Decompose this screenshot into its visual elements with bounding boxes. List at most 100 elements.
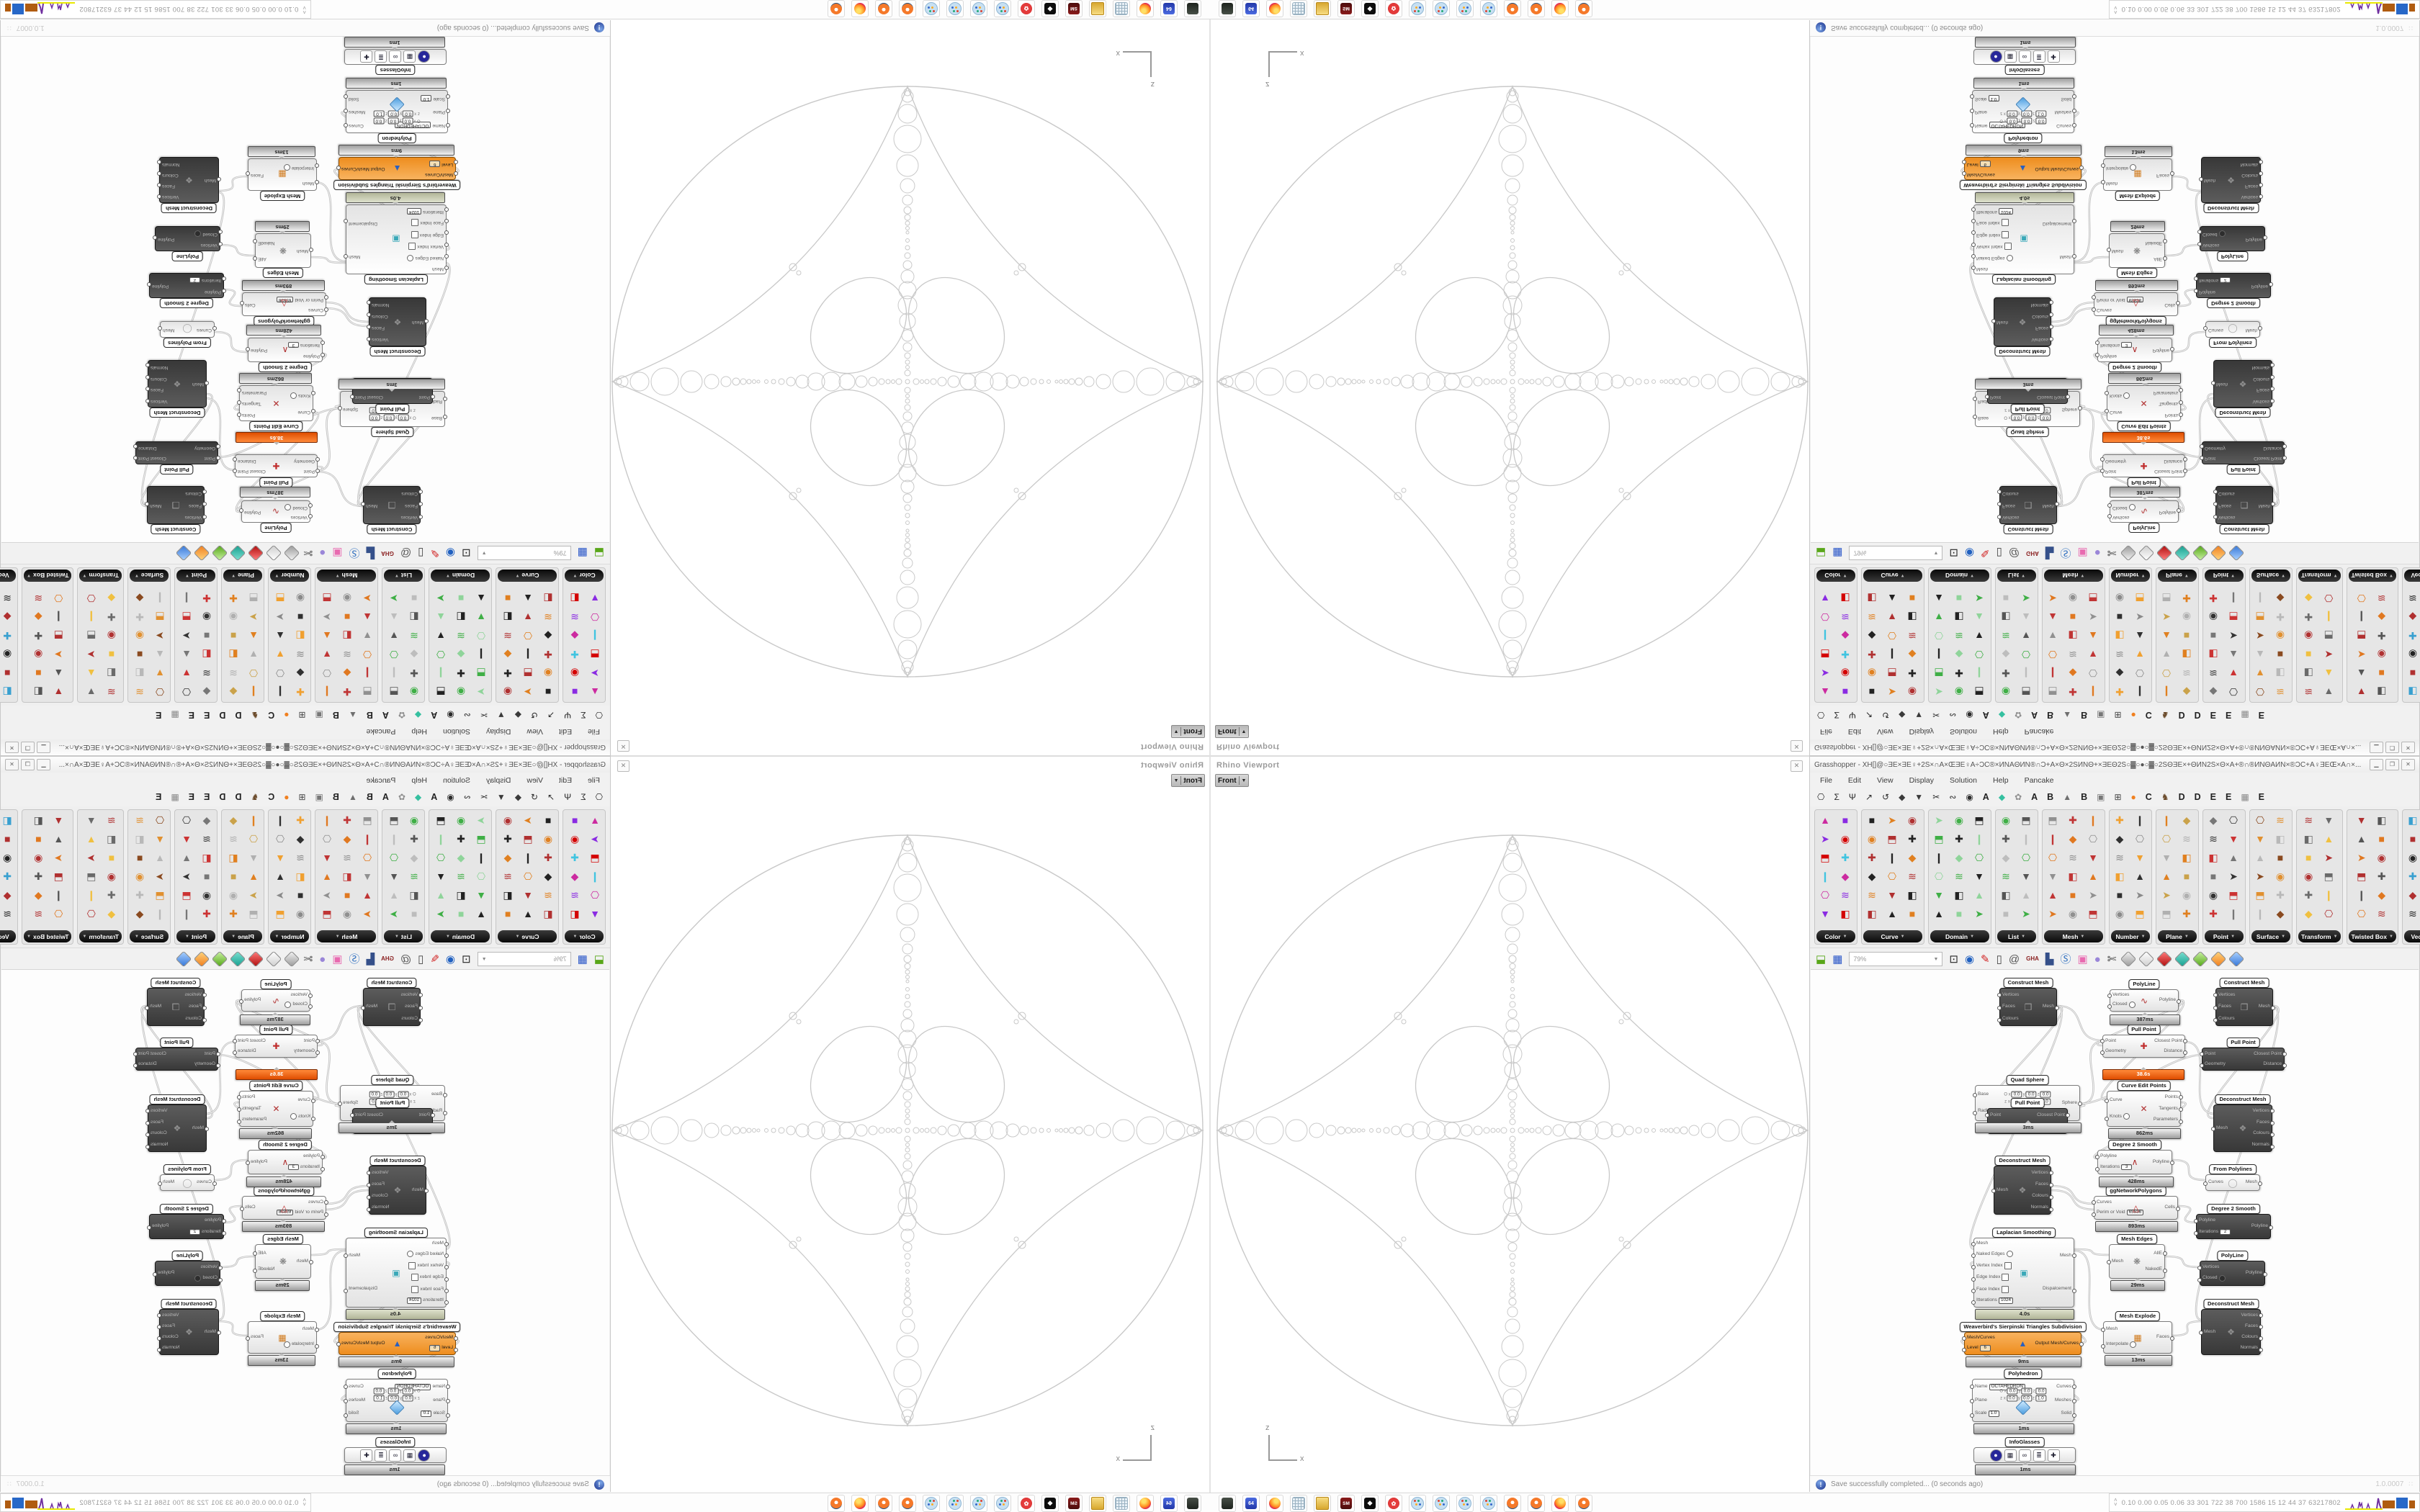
port-vertices[interactable]: Vertices bbox=[2032, 1170, 2048, 1176]
output-grip[interactable] bbox=[2163, 256, 2167, 261]
component-icon[interactable]: ⎔ bbox=[2161, 833, 2172, 845]
tab-category-icon-0[interactable]: ⎔ bbox=[1817, 792, 1825, 802]
palette-taskbar-icon[interactable] bbox=[1480, 1495, 1497, 1512]
component-icon[interactable]: ◧ bbox=[1907, 889, 1917, 901]
component-icon[interactable]: ✚ bbox=[2304, 611, 2313, 623]
tab-plugin-e-24[interactable]: E bbox=[2210, 791, 2216, 802]
component-icon[interactable]: ⬒ bbox=[2135, 908, 2145, 919]
port-mesh-curves[interactable]: Mesh/Curves bbox=[425, 1335, 453, 1341]
port-vertices[interactable]: Vertices bbox=[162, 1313, 179, 1318]
component-icon[interactable]: ▲ bbox=[2161, 870, 2172, 882]
input-grip[interactable] bbox=[446, 1413, 450, 1418]
port-point[interactable]: Point bbox=[2105, 1038, 2116, 1044]
gem-white-icon[interactable] bbox=[265, 950, 282, 968]
node-body-pp2[interactable]: Point Geometry Closest Point Distance bbox=[2202, 1048, 2285, 1071]
component-icon[interactable]: ◉ bbox=[228, 611, 238, 623]
palette-taskbar-icon[interactable] bbox=[1409, 0, 1426, 17]
menu-pancake[interactable]: Pancake bbox=[2024, 775, 2054, 785]
checkbox[interactable] bbox=[411, 219, 419, 227]
component-icon[interactable]: ✚ bbox=[2002, 833, 2010, 845]
radio-toggle[interactable] bbox=[284, 1002, 292, 1009]
component-icon[interactable]: ◆ bbox=[2408, 611, 2417, 623]
component-icon[interactable]: ➤ bbox=[436, 908, 445, 919]
component-icon[interactable]: ⬒ bbox=[362, 814, 372, 826]
palette-group-label[interactable]: List ▼ bbox=[384, 570, 423, 582]
component-icon[interactable]: ❙ bbox=[86, 611, 96, 623]
component-icon[interactable]: ■ bbox=[2002, 908, 2009, 919]
component-icon[interactable]: ⬒ bbox=[2088, 908, 2098, 919]
tab-category-icon-19[interactable]: ● bbox=[2130, 710, 2136, 720]
tab-category-icon-8[interactable]: ∾ bbox=[1949, 710, 1957, 720]
component-icon[interactable]: ◉ bbox=[2182, 611, 2192, 623]
component-icon[interactable]: ▲ bbox=[322, 870, 332, 882]
component-icon[interactable]: ◧ bbox=[503, 889, 513, 901]
output-grip[interactable] bbox=[2282, 1063, 2287, 1068]
input-grip[interactable] bbox=[2107, 993, 2112, 998]
output-grip[interactable] bbox=[157, 194, 161, 199]
component-icon[interactable]: ⎔ bbox=[436, 852, 446, 863]
node-body-wb[interactable]: Mesh/Curves Level 6 Output Mesh/Curves ▲ bbox=[339, 1332, 456, 1355]
close-button[interactable]: ✕ bbox=[2401, 742, 2415, 753]
component-icon[interactable]: ■ bbox=[1842, 814, 1849, 826]
port-colours[interactable]: Colours bbox=[185, 1016, 202, 1022]
component-icon[interactable]: ■ bbox=[2378, 667, 2385, 679]
tab-plugin-e-25[interactable]: E bbox=[188, 791, 195, 802]
port-curve[interactable]: Curve bbox=[297, 410, 310, 415]
component-icon[interactable]: ▲ bbox=[2323, 667, 2334, 679]
port-mesh[interactable]: Mesh bbox=[2216, 1125, 2228, 1131]
component-icon[interactable]: ◧ bbox=[2068, 870, 2078, 882]
menu-edit[interactable]: Edit bbox=[558, 775, 573, 785]
gha-loader-icon[interactable]: GHA bbox=[2026, 955, 2039, 962]
component-icon[interactable]: ◧ bbox=[543, 593, 553, 604]
palette-group-label[interactable]: List ▼ bbox=[1997, 570, 2036, 582]
component-icon[interactable]: ➤ bbox=[591, 833, 599, 845]
component-icon[interactable]: ■ bbox=[571, 814, 578, 826]
component-icon[interactable]: ≋ bbox=[457, 870, 465, 882]
chart-widget-icon[interactable]: ▙ bbox=[366, 953, 375, 966]
component-icon[interactable]: ▼ bbox=[1820, 908, 1830, 919]
port-naked-edges[interactable]: Naked Edges bbox=[1976, 1251, 2013, 1258]
node-body-ig[interactable]: ● ▦ ∞ ≣ ✚ bbox=[344, 49, 447, 65]
component-icon[interactable]: ✚ bbox=[457, 667, 465, 679]
component-icon[interactable]: ⎔ bbox=[2135, 667, 2145, 679]
component-icon[interactable]: ◉ bbox=[295, 908, 305, 919]
output-grip[interactable] bbox=[2072, 1254, 2076, 1259]
port-iterations[interactable]: Iterations 2 bbox=[2199, 1228, 2231, 1235]
component-icon[interactable]: ⎔ bbox=[155, 686, 165, 698]
output-grip[interactable] bbox=[2163, 239, 2167, 243]
tab-plugin-e-24[interactable]: E bbox=[204, 710, 210, 721]
input-grip[interactable] bbox=[2213, 489, 2218, 494]
menu-display[interactable]: Display bbox=[1909, 775, 1935, 785]
component-icon[interactable]: ❙ bbox=[390, 667, 398, 679]
chip-taskbar-icon[interactable]: ✿ bbox=[1385, 1495, 1402, 1512]
palette-group-label[interactable]: Mesh ▼ bbox=[317, 570, 376, 582]
component-icon[interactable]: ◉ bbox=[1907, 686, 1917, 698]
port-vertices[interactable]: Vertices bbox=[2002, 992, 2019, 998]
node-body-lap[interactable]: Mesh Naked Edges Vertex Index Edge Index Fac… bbox=[346, 1238, 447, 1308]
component-icon[interactable]: ■ bbox=[2277, 649, 2284, 660]
input-grip[interactable] bbox=[2213, 1018, 2218, 1023]
port-mesh[interactable]: Mesh bbox=[2060, 1253, 2071, 1259]
output-grip[interactable] bbox=[2072, 109, 2076, 113]
input-grip[interactable] bbox=[315, 1050, 320, 1055]
port-perim-or-void[interactable]: Perim or Void 65536 bbox=[276, 296, 323, 302]
port-faces[interactable]: Faces bbox=[251, 172, 264, 178]
tab-plugin-e-27[interactable]: E bbox=[156, 791, 162, 802]
output-grip[interactable] bbox=[157, 1348, 161, 1352]
port-base[interactable]: Base bbox=[431, 415, 442, 420]
component-icon[interactable]: ◉ bbox=[2275, 630, 2285, 642]
node-body-dml[interactable]: Mesh Vertices Faces Colours Normals ❖ bbox=[369, 1166, 426, 1215]
palette-group-label[interactable]: Point ▼ bbox=[2205, 570, 2244, 582]
component-icon[interactable]: ▲ bbox=[2255, 649, 2265, 660]
palette-group-label[interactable]: Twisted Box ▼ bbox=[2348, 570, 2396, 582]
output-grip[interactable] bbox=[246, 347, 250, 351]
component-icon[interactable]: ⬒ bbox=[2021, 814, 2031, 826]
output-grip[interactable] bbox=[2183, 1039, 2187, 1043]
output-grip[interactable] bbox=[2263, 1272, 2267, 1277]
widget-icon[interactable]: ▦ bbox=[403, 50, 416, 63]
node-body-ggnp[interactable]: Curves Perim or Void 65536 Cells △ bbox=[2094, 292, 2178, 316]
palette-group-label[interactable]: Curve ▼ bbox=[1863, 570, 1922, 582]
component-icon[interactable]: ≋ bbox=[2069, 852, 2077, 863]
component-icon[interactable]: ▲ bbox=[155, 649, 165, 660]
node-body-pl1[interactable]: Vertices Closed Polyline ∿ bbox=[2110, 989, 2179, 1012]
